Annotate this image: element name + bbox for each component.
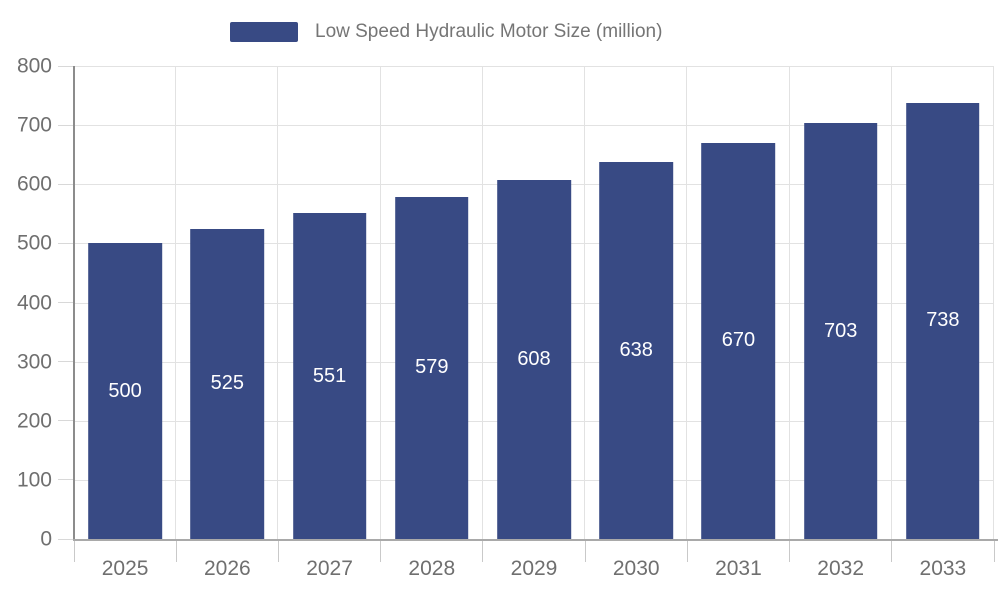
y-tick: [58, 242, 73, 244]
bar: 551: [292, 213, 367, 539]
x-tick: [482, 541, 484, 562]
y-tick: [58, 65, 73, 67]
v-gridline: [686, 66, 688, 539]
x-tick: [73, 541, 75, 562]
x-tick: [686, 541, 688, 562]
bar: 670: [701, 142, 776, 539]
bar-value-label: 525: [210, 372, 245, 395]
x-tick-label: 2026: [203, 557, 251, 580]
y-tick-label: 100: [16, 468, 52, 492]
bar-value-label: 500: [108, 379, 142, 402]
y-tick-label: 200: [16, 409, 52, 433]
bar-value-label: 608: [517, 347, 551, 370]
y-tick: [58, 124, 73, 126]
bar: 608: [497, 179, 571, 539]
bar: 525: [190, 228, 265, 539]
v-gridline: [175, 66, 177, 539]
bar-value-label: 670: [721, 329, 756, 352]
y-tick-label: 600: [16, 172, 52, 196]
legend-swatch: [230, 22, 298, 42]
x-tick-label: 2031: [715, 557, 762, 580]
y-tick: [58, 361, 73, 363]
bar-value-label: 551: [312, 364, 347, 387]
v-gridline: [277, 66, 279, 539]
x-tick-label: 2030: [612, 557, 660, 580]
y-tick-label: 0: [40, 527, 52, 551]
x-tick-label: 2027: [306, 557, 353, 580]
v-gridline: [993, 66, 994, 539]
v-gridline: [584, 66, 586, 539]
y-axis-line: [73, 66, 75, 540]
bar: 638: [599, 161, 674, 539]
y-tick-label: 700: [16, 113, 52, 137]
v-gridline: [481, 66, 483, 539]
y-tick: [58, 420, 73, 422]
v-gridline: [379, 66, 381, 539]
legend-label: Low Speed Hydraulic Motor Size (million): [315, 21, 663, 42]
bar: 703: [803, 123, 878, 539]
x-axis-labels: 2025 2026 2027 2028 2029 2030 2031 2032 2033: [74, 556, 994, 582]
x-tick-label: 2025: [101, 557, 149, 580]
y-tick: [58, 479, 73, 481]
x-axis-ticks: [73, 541, 995, 562]
x-tick: [789, 541, 791, 562]
y-axis-labels: 0 100 200 300 400 500 600 700 800: [0, 56, 52, 550]
v-gridline: [890, 66, 892, 539]
x-tick: [891, 541, 893, 562]
y-tick: [58, 183, 73, 185]
plot-area: 500 525 551 579 608 638 670 703 738: [74, 66, 994, 539]
bar-value-label: 579: [415, 356, 449, 379]
y-tick-label: 500: [16, 231, 52, 255]
y-tick: [58, 302, 73, 303]
x-tick-label: 2029: [510, 557, 558, 580]
h-gridline: [74, 66, 994, 67]
bar-value-label: 738: [926, 309, 960, 332]
y-tick-label: 800: [16, 54, 52, 78]
x-tick-label: 2033: [919, 557, 967, 580]
v-gridline: [788, 66, 790, 539]
bar-value-label: 638: [619, 338, 653, 361]
y-tick-label: 300: [16, 350, 52, 374]
x-tick: [584, 541, 586, 562]
x-tick-label: 2032: [817, 557, 865, 580]
h-gridline: [74, 125, 994, 127]
x-tick: [380, 541, 382, 562]
y-tick-label: 400: [16, 291, 52, 314]
legend-item[interactable]: Low Speed Hydraulic Motor Size (million): [230, 21, 662, 43]
bar: 738: [906, 102, 980, 539]
x-tick: [277, 541, 279, 562]
x-axis-line: [73, 539, 998, 541]
y-tick: [58, 538, 73, 540]
bar: 579: [394, 196, 469, 539]
x-tick: [175, 541, 177, 562]
x-tick: [993, 541, 995, 562]
y-axis-ticks: [58, 65, 73, 540]
x-tick-label: 2028: [408, 557, 456, 580]
bar-value-label: 703: [823, 319, 858, 342]
bar: 500: [88, 243, 162, 539]
